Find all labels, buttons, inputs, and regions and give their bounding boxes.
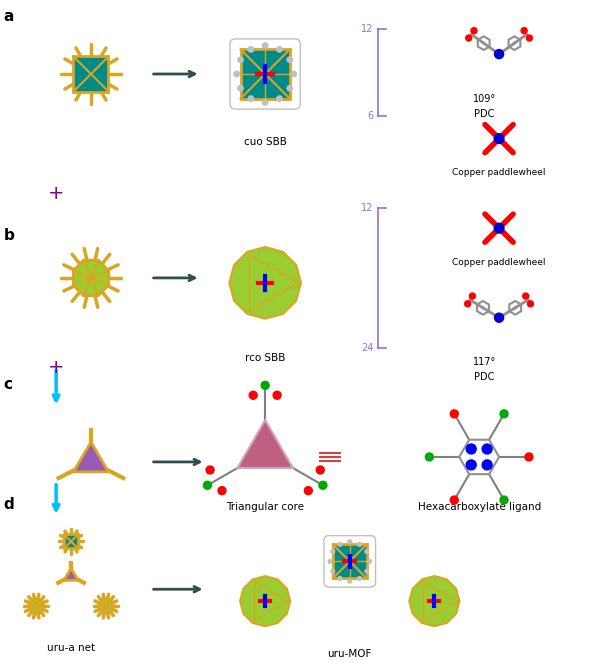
Polygon shape xyxy=(241,49,290,99)
Circle shape xyxy=(494,134,504,143)
Circle shape xyxy=(365,570,368,573)
Circle shape xyxy=(358,577,361,580)
Polygon shape xyxy=(73,56,109,91)
Circle shape xyxy=(238,57,243,62)
Circle shape xyxy=(482,460,492,470)
Circle shape xyxy=(238,86,243,91)
Text: +: + xyxy=(48,358,64,377)
Text: PDC: PDC xyxy=(474,373,494,383)
Polygon shape xyxy=(64,568,78,580)
Text: uru-a net: uru-a net xyxy=(47,643,95,653)
Text: 109°: 109° xyxy=(473,94,496,104)
Circle shape xyxy=(494,223,504,233)
Circle shape xyxy=(262,43,268,48)
Circle shape xyxy=(521,28,527,34)
Circle shape xyxy=(328,560,332,564)
Circle shape xyxy=(348,579,352,583)
Text: +: + xyxy=(48,184,64,203)
Polygon shape xyxy=(29,599,43,613)
Polygon shape xyxy=(73,260,109,296)
Text: 6: 6 xyxy=(368,111,374,121)
Text: PDC: PDC xyxy=(474,109,494,119)
Circle shape xyxy=(287,57,293,62)
Circle shape xyxy=(206,466,214,474)
Circle shape xyxy=(291,71,296,77)
Circle shape xyxy=(234,71,239,77)
Circle shape xyxy=(218,487,226,495)
Text: rco SBB: rco SBB xyxy=(245,353,286,363)
Circle shape xyxy=(319,481,327,489)
Circle shape xyxy=(494,50,503,58)
Circle shape xyxy=(203,481,211,489)
Text: d: d xyxy=(4,497,14,512)
Polygon shape xyxy=(333,544,367,578)
Text: 24: 24 xyxy=(361,343,374,353)
Polygon shape xyxy=(74,442,109,472)
Circle shape xyxy=(494,313,503,322)
Circle shape xyxy=(425,453,433,461)
Circle shape xyxy=(466,460,476,470)
Circle shape xyxy=(277,96,282,101)
Text: uru-MOF: uru-MOF xyxy=(328,649,372,659)
Circle shape xyxy=(526,35,532,41)
Circle shape xyxy=(304,487,313,495)
Circle shape xyxy=(316,466,324,474)
Circle shape xyxy=(500,410,508,418)
Circle shape xyxy=(249,391,257,399)
Circle shape xyxy=(451,496,458,504)
Polygon shape xyxy=(99,599,113,613)
Circle shape xyxy=(262,99,268,105)
Text: Hexacarboxylate ligand: Hexacarboxylate ligand xyxy=(418,502,541,512)
Text: Copper paddlewheel: Copper paddlewheel xyxy=(452,168,546,178)
Circle shape xyxy=(466,444,476,454)
Circle shape xyxy=(523,293,529,299)
Circle shape xyxy=(338,577,342,580)
Text: c: c xyxy=(4,377,13,392)
Circle shape xyxy=(527,301,533,307)
Circle shape xyxy=(331,550,335,554)
Circle shape xyxy=(287,86,293,91)
Circle shape xyxy=(451,410,458,418)
Text: Triangular core: Triangular core xyxy=(226,502,304,512)
Circle shape xyxy=(348,540,352,544)
Text: 12: 12 xyxy=(361,204,374,213)
Circle shape xyxy=(500,496,508,504)
Circle shape xyxy=(482,444,492,454)
Circle shape xyxy=(277,46,282,52)
Polygon shape xyxy=(238,420,293,468)
Circle shape xyxy=(525,453,533,461)
Circle shape xyxy=(466,35,472,41)
Circle shape xyxy=(365,550,368,554)
Text: 117°: 117° xyxy=(473,357,496,367)
Circle shape xyxy=(368,560,371,564)
Polygon shape xyxy=(409,576,460,627)
Circle shape xyxy=(248,96,254,101)
Circle shape xyxy=(464,301,471,307)
Circle shape xyxy=(358,542,361,546)
Circle shape xyxy=(471,28,477,34)
Text: 12: 12 xyxy=(361,25,374,34)
Circle shape xyxy=(331,570,335,573)
Circle shape xyxy=(338,542,342,546)
Text: b: b xyxy=(4,228,14,243)
Polygon shape xyxy=(64,534,78,548)
Circle shape xyxy=(248,46,254,52)
Text: a: a xyxy=(4,9,14,25)
Circle shape xyxy=(469,293,475,299)
Polygon shape xyxy=(229,247,301,319)
Polygon shape xyxy=(240,576,290,627)
Circle shape xyxy=(273,391,281,399)
Text: Copper paddlewheel: Copper paddlewheel xyxy=(452,258,546,267)
Text: cuo SBB: cuo SBB xyxy=(244,137,287,147)
Circle shape xyxy=(261,381,269,389)
